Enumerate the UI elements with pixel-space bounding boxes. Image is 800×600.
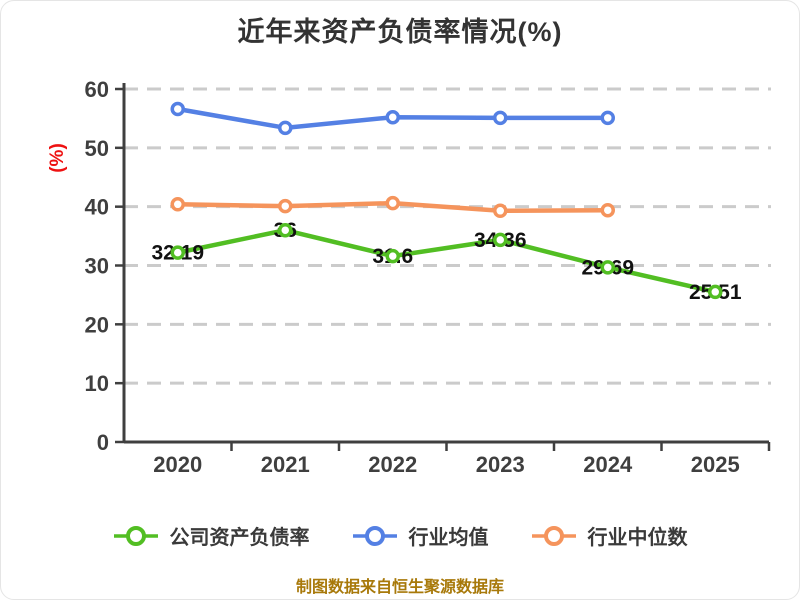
data-point-marker — [278, 120, 293, 136]
legend: 公司资产负债率 行业均值 行业中位数 — [1, 521, 799, 550]
y-axis-unit-label: (%) — [47, 143, 68, 173]
data-point-marker — [708, 284, 723, 300]
legend-item-company-ratio: 公司资产负债率 — [113, 521, 310, 550]
data-point-marker — [600, 110, 615, 126]
chart-title: 近年来资产负债率情况(%) — [237, 17, 563, 47]
data-point-marker — [278, 198, 293, 214]
legend-item-industry-average: 行业均值 — [352, 521, 489, 550]
legend-marker-company-icon — [113, 525, 158, 546]
y-tick-label: 50 — [85, 136, 109, 161]
x-tick-label: 2021 — [261, 452, 310, 477]
x-tick-label: 2025 — [691, 452, 740, 477]
legend-label-industry-average: 行业均值 — [408, 527, 489, 549]
data-point-marker — [170, 101, 185, 117]
data-point-marker — [278, 222, 293, 238]
x-tick-label: 2024 — [583, 452, 633, 477]
data-point-marker — [385, 195, 400, 211]
legend-label-industry-median: 行业中位数 — [587, 527, 688, 549]
data-point-marker — [385, 109, 400, 125]
data-point-marker — [385, 248, 400, 264]
y-tick-label: 40 — [85, 195, 109, 220]
y-tick-label: 60 — [85, 77, 109, 102]
data-point-marker — [493, 110, 508, 126]
x-tick-label: 2022 — [368, 452, 417, 477]
data-point-marker — [600, 202, 615, 218]
data-point-marker — [170, 197, 185, 212]
x-tick-label: 2020 — [153, 452, 202, 477]
legend-marker-industry-average-icon — [352, 525, 397, 546]
data-point-marker — [600, 260, 615, 275]
series-line — [175, 227, 718, 295]
data-point-marker — [493, 232, 508, 248]
plot-area: 010203040506020202021202220232024202532.… — [47, 77, 771, 477]
legend-label-company-ratio: 公司资产负债率 — [169, 527, 310, 549]
y-tick-label: 30 — [85, 254, 109, 279]
data-point-marker — [493, 203, 508, 219]
data-point-marker — [170, 245, 185, 260]
legend-item-industry-median: 行业中位数 — [531, 521, 688, 550]
y-tick-label: 0 — [97, 430, 109, 455]
data-source-note: 制图数据来自恒生聚源数据库 — [295, 579, 504, 596]
x-tick-label: 2023 — [476, 452, 525, 477]
y-tick-label: 10 — [85, 371, 109, 396]
legend-marker-industry-median-icon — [531, 525, 576, 546]
y-tick-label: 20 — [85, 312, 109, 337]
